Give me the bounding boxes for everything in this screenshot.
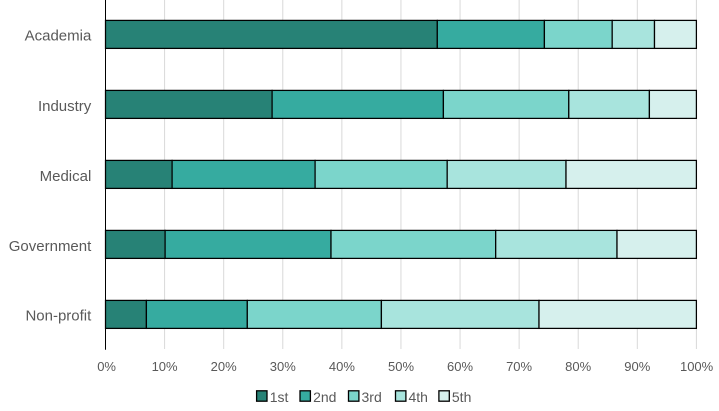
svg-text:5th: 5th bbox=[452, 389, 471, 405]
svg-text:100%: 100% bbox=[680, 359, 714, 374]
svg-text:20%: 20% bbox=[211, 359, 237, 374]
svg-text:3rd: 3rd bbox=[362, 389, 382, 405]
svg-text:2nd: 2nd bbox=[313, 389, 336, 405]
svg-text:70%: 70% bbox=[506, 359, 532, 374]
svg-text:Non-profit: Non-profit bbox=[25, 307, 92, 324]
svg-text:10%: 10% bbox=[152, 359, 178, 374]
svg-text:Academia: Academia bbox=[25, 28, 92, 45]
svg-text:40%: 40% bbox=[329, 359, 355, 374]
svg-text:50%: 50% bbox=[388, 359, 414, 374]
svg-text:1st: 1st bbox=[270, 389, 289, 405]
svg-text:80%: 80% bbox=[565, 359, 591, 374]
svg-text:30%: 30% bbox=[270, 359, 296, 374]
svg-text:4th: 4th bbox=[409, 389, 428, 405]
svg-text:60%: 60% bbox=[447, 359, 473, 374]
svg-text:Industry: Industry bbox=[38, 98, 92, 115]
svg-text:90%: 90% bbox=[624, 359, 650, 374]
svg-text:0%: 0% bbox=[97, 359, 116, 374]
svg-text:Medical: Medical bbox=[40, 168, 92, 185]
svg-text:Government: Government bbox=[9, 238, 92, 255]
